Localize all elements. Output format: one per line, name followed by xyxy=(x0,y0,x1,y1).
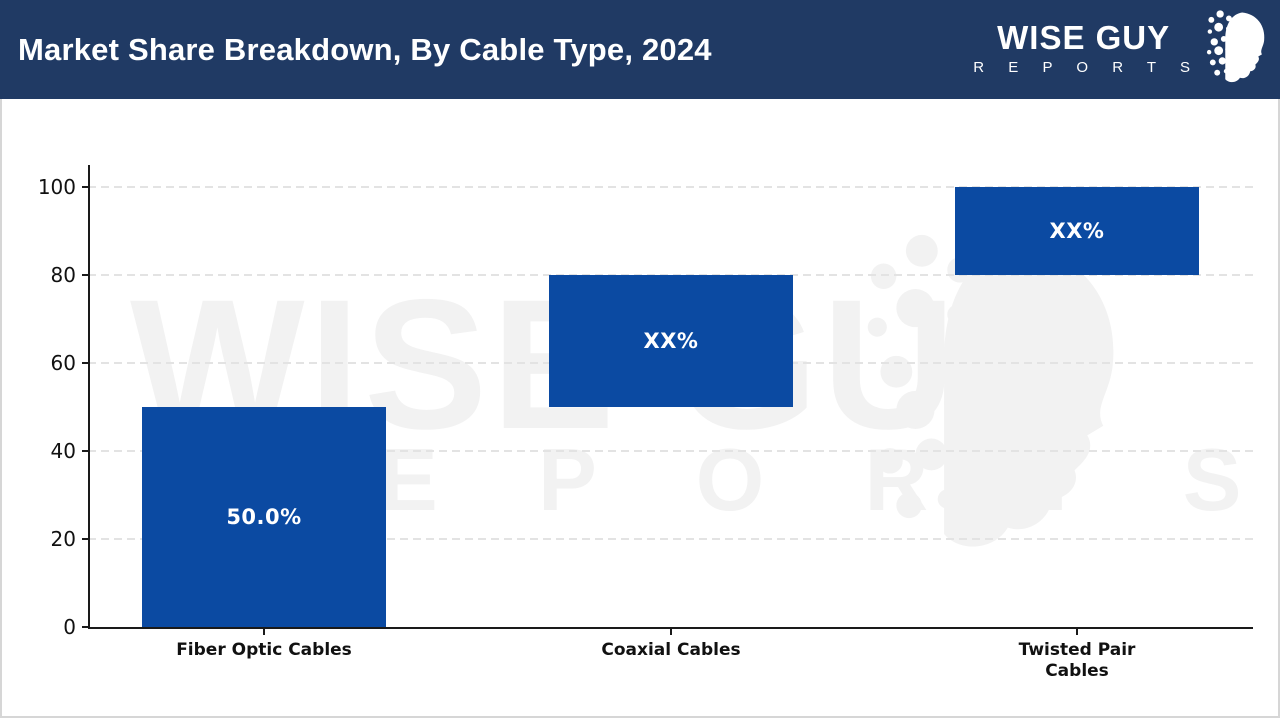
bar: 50.0% xyxy=(142,407,386,627)
y-axis-tick-label: 0 xyxy=(63,615,76,639)
y-axis-tick-mark xyxy=(82,626,88,628)
bar: XX% xyxy=(955,187,1199,275)
chart-area: WISE GUY R E P O R T S 0 20 40 60 80 100 50.0… xyxy=(0,99,1280,720)
bar-value-label: XX% xyxy=(643,329,699,353)
bar-value-label: 50.0% xyxy=(226,505,302,529)
bar: XX% xyxy=(549,275,793,407)
x-axis-tick-label: Fiber Optic Cables xyxy=(176,640,352,660)
watermark-face-icon xyxy=(864,234,1114,547)
x-axis-tick-mark xyxy=(1076,629,1078,635)
logo-wordmark: WISE GUY xyxy=(997,18,1171,56)
page-title: Market Share Breakdown, By Cable Type, 2… xyxy=(18,31,712,67)
logo-text: WISE GUY R E P O R T S xyxy=(967,19,1200,76)
x-axis-tick-label: Coaxial Cables xyxy=(601,640,741,660)
bar-value-label: XX% xyxy=(1049,219,1105,243)
logo: WISE GUY R E P O R T S xyxy=(967,6,1270,88)
x-axis-tick-mark xyxy=(263,629,265,635)
header: Market Share Breakdown, By Cable Type, 2… xyxy=(0,0,1280,99)
x-axis-tick-mark xyxy=(670,629,672,635)
logo-subtext: R E P O R T S xyxy=(973,58,1200,76)
y-axis-tick-label: 100 xyxy=(37,175,76,199)
gridline xyxy=(88,450,1253,452)
x-axis-spine xyxy=(88,627,1253,629)
y-axis-tick-mark xyxy=(82,538,88,540)
x-axis-tick-label: Twisted Pair Cables xyxy=(1018,640,1136,681)
y-axis-tick-label: 60 xyxy=(50,351,76,375)
gridline xyxy=(88,538,1253,540)
y-axis-tick-mark xyxy=(82,186,88,188)
y-axis-tick-mark xyxy=(82,450,88,452)
gridline xyxy=(88,186,1253,188)
y-axis-tick-label: 40 xyxy=(50,439,76,463)
logo-face-icon xyxy=(1206,10,1265,83)
y-axis-tick-label: 80 xyxy=(50,263,76,287)
y-axis-tick-mark xyxy=(82,274,88,276)
y-axis-tick-label: 20 xyxy=(50,527,76,551)
y-axis-spine xyxy=(88,165,90,629)
y-axis-tick-mark xyxy=(82,362,88,364)
